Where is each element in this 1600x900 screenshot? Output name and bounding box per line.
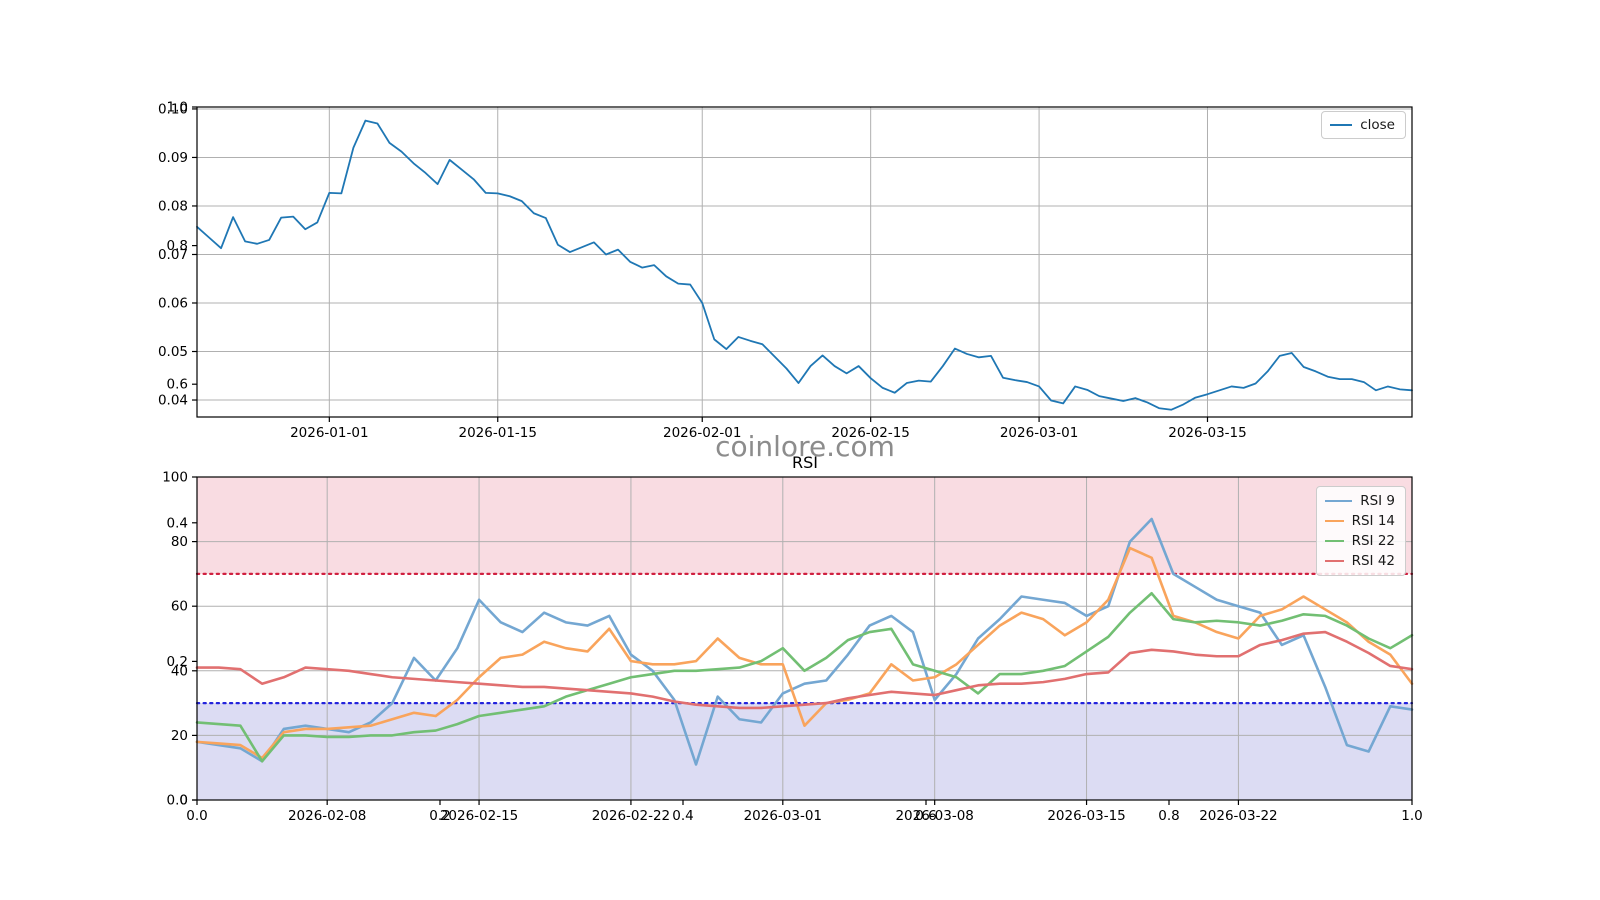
overlay-ytick-label: 0.0 xyxy=(167,793,188,809)
price-ytick-label: 0.04 xyxy=(158,393,188,409)
legend-entry-rsi-22: RSI 22 xyxy=(1325,531,1395,551)
rsi-xtick-label: 2026-02-08 xyxy=(288,808,366,824)
rsi-band-oversold xyxy=(197,703,1412,800)
legend-label: RSI 14 xyxy=(1351,513,1395,529)
legend-line-sample xyxy=(1325,500,1353,502)
price-ytick-label: 0.05 xyxy=(158,344,188,360)
price-legend: close xyxy=(1321,111,1406,139)
legend-line-sample xyxy=(1325,540,1344,542)
legend-entry-rsi-9: RSI 9 xyxy=(1325,491,1395,511)
rsi-xtick-label: 2026-02-15 xyxy=(440,808,518,824)
price-xtick-label: 2026-03-15 xyxy=(1168,425,1246,441)
overlay-ytick-label: 1.0 xyxy=(167,100,188,116)
price-xtick-label: 2026-03-01 xyxy=(1000,425,1078,441)
price-xtick-label: 2026-01-01 xyxy=(290,425,368,441)
rsi-chart-title: RSI xyxy=(792,453,818,472)
overlay-xtick-label: 0.2 xyxy=(429,808,450,824)
rsi-series-rsi-9 xyxy=(195,517,1414,766)
legend-entry-close: close xyxy=(1330,116,1395,134)
price-axes-frame xyxy=(196,106,1413,418)
legend-entry-rsi-14: RSI 14 xyxy=(1325,511,1395,531)
rsi-ytick-label: 80 xyxy=(171,534,188,550)
rsi-series-rsi-22 xyxy=(195,591,1414,763)
overlay-xtick-label: 1.0 xyxy=(1401,808,1422,824)
rsi-axes-frame xyxy=(196,476,1413,801)
price-ytick-label: 0.06 xyxy=(158,295,188,311)
price-xtick-label: 2026-01-15 xyxy=(459,425,537,441)
rsi-xtick-label: 2026-03-01 xyxy=(744,808,822,824)
rsi-ytick-label: 60 xyxy=(171,599,188,615)
overlay-ytick-label: 0.8 xyxy=(167,238,188,254)
legend-label: RSI 9 xyxy=(1360,493,1395,509)
price-ytick-label: 0.08 xyxy=(158,198,188,214)
overlay-xtick-label: 0.8 xyxy=(1158,808,1179,824)
legend-entry-rsi-42: RSI 42 xyxy=(1325,551,1395,571)
legend-line-sample xyxy=(1325,560,1344,562)
overlay-xtick-label: 0.4 xyxy=(672,808,693,824)
price-ytick-label: 0.10 xyxy=(158,101,188,117)
rsi-series-rsi-14 xyxy=(195,546,1414,760)
rsi-ytick-label: 20 xyxy=(171,728,188,744)
price-xtick-label: 2026-02-01 xyxy=(663,425,741,441)
rsi-xtick-label: 2026-03-22 xyxy=(1199,808,1277,824)
overlay-ytick-label: 0.2 xyxy=(167,654,188,670)
overlay-xtick-label: 0.0 xyxy=(186,808,207,824)
overlay-xtick-label: 0.6 xyxy=(915,808,936,824)
overlay-ytick-label: 0.6 xyxy=(167,377,188,393)
rsi-xtick-label: 2026-02-22 xyxy=(592,808,670,824)
price-xtick-label: 2026-02-15 xyxy=(831,425,909,441)
rsi-ytick-label: 40 xyxy=(171,663,188,679)
rsi-xtick-label: 2026-03-15 xyxy=(1047,808,1125,824)
rsi-band-overbought xyxy=(197,477,1412,574)
rsi-ytick-label: 100 xyxy=(162,470,188,486)
rsi-xtick-label: 2026-03-08 xyxy=(895,808,973,824)
rsi-ytick-label: 0 xyxy=(179,793,188,809)
rsi-series-rsi-42 xyxy=(195,630,1414,710)
overlay-ytick-label: 0.4 xyxy=(167,515,188,531)
price-series-close xyxy=(196,119,1413,411)
price-ytick-label: 0.09 xyxy=(158,150,188,166)
legend-label: RSI 42 xyxy=(1351,553,1395,569)
legend-line-sample xyxy=(1325,520,1344,522)
rsi-legend: RSI 9 RSI 14 RSI 22 RSI 42 xyxy=(1316,486,1406,576)
legend-label: RSI 22 xyxy=(1351,533,1395,549)
legend-line-sample xyxy=(1330,124,1353,126)
legend-label: close xyxy=(1360,117,1395,133)
price-ytick-label: 0.07 xyxy=(158,247,188,263)
watermark: coinlore.com xyxy=(715,430,895,463)
